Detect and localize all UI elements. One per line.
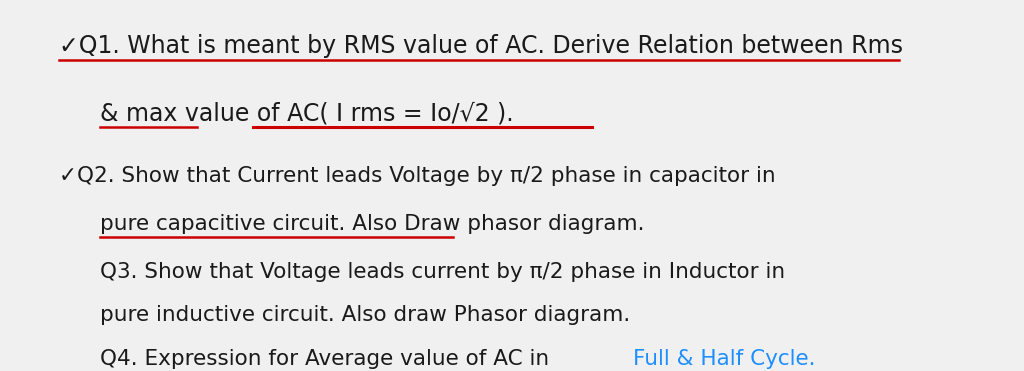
Text: & max value of AC( I rms = Io/√2 ).: & max value of AC( I rms = Io/√2 ).	[100, 101, 514, 125]
Text: Full & Half Cycle.: Full & Half Cycle.	[633, 349, 815, 369]
Text: pure capacitive circuit. Also Draw phasor diagram.: pure capacitive circuit. Also Draw phaso…	[100, 214, 645, 234]
Text: ✓Q1. What is meant by RMS value of AC. Derive Relation between Rms: ✓Q1. What is meant by RMS value of AC. D…	[59, 35, 903, 58]
Text: Q3. Show that Voltage leads current by π/2 phase in Inductor in: Q3. Show that Voltage leads current by π…	[100, 262, 785, 282]
Text: Q4. Expression for Average value of AC in: Q4. Expression for Average value of AC i…	[100, 349, 556, 369]
Text: ✓Q2. Show that Current leads Voltage by π/2 phase in capacitor in: ✓Q2. Show that Current leads Voltage by …	[59, 166, 776, 186]
Text: pure inductive circuit. Also draw Phasor diagram.: pure inductive circuit. Also draw Phasor…	[100, 305, 631, 325]
